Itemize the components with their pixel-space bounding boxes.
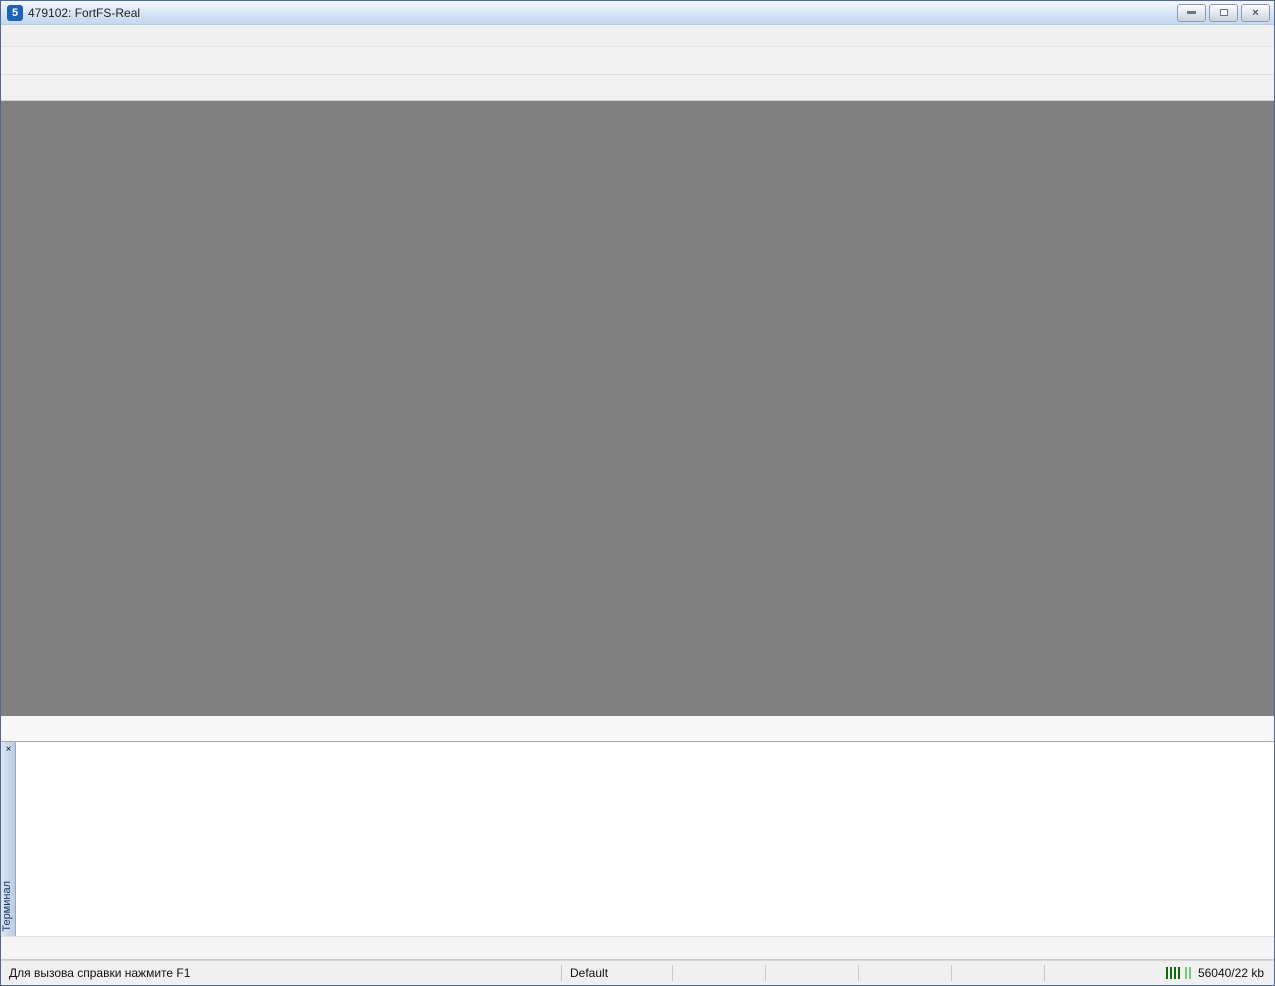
terminal-empty-space: [1, 908, 1274, 936]
toolbar-drawing-timeframes: [1, 75, 1274, 101]
chart-tab-bar: [1, 716, 1274, 742]
window-titlebar[interactable]: 5 479102: FortFS-Real ×: [1, 1, 1274, 25]
app-logo-icon: 5: [7, 4, 23, 21]
terminal-close-icon[interactable]: ×: [5, 744, 12, 755]
terminal-side-strip: × Терминал: [1, 742, 16, 936]
traffic-bars-icon: [1165, 967, 1180, 979]
close-button[interactable]: ×: [1241, 3, 1270, 22]
status-help-text: Для вызова справки нажмите F1: [9, 966, 191, 980]
chart-workspace: [1, 101, 1274, 716]
traffic-bars-light-icon: [1184, 967, 1193, 979]
restore-icon: [1219, 9, 1228, 16]
menu-bar: [1, 25, 1274, 47]
restore-button[interactable]: [1209, 3, 1238, 22]
status-bar: Для вызова справки нажмите F1 Default 56…: [1, 960, 1274, 985]
status-profile[interactable]: Default: [570, 966, 609, 980]
terminal-panel: × Терминал: [1, 742, 1274, 936]
traffic-text: 56040/22 kb: [1197, 966, 1264, 980]
window-title: 479102: FortFS-Real: [28, 5, 141, 20]
terminal-tab-bar: [1, 936, 1274, 960]
toolbar-standard: [1, 47, 1274, 75]
minimize-icon: [1187, 11, 1196, 14]
connection-status: 56040/22 kb: [1165, 966, 1274, 980]
minimize-button[interactable]: [1177, 3, 1206, 22]
terminal-side-label: Терминал: [1, 881, 13, 932]
